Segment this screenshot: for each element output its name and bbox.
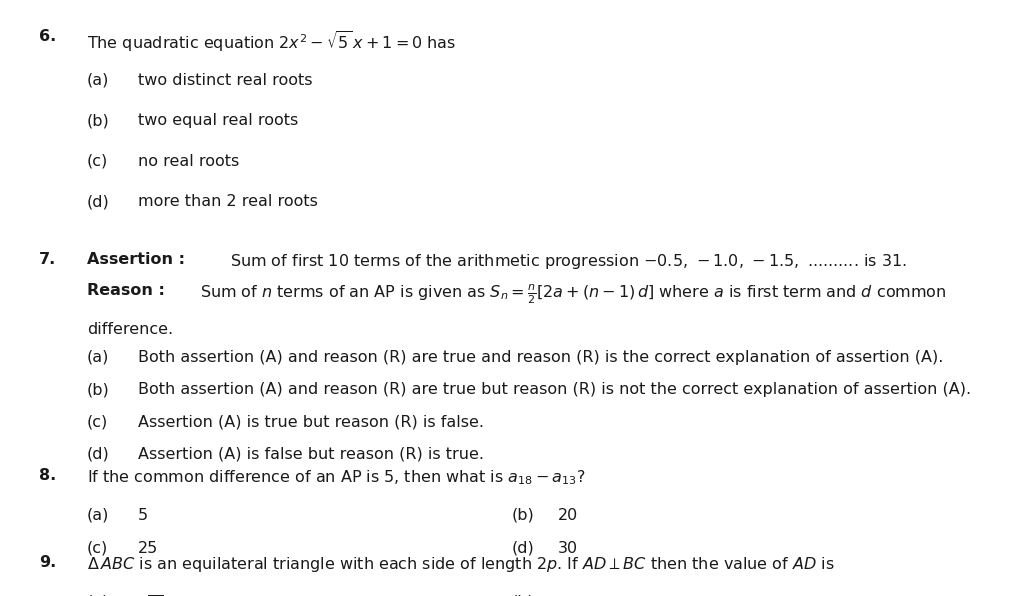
Text: 9.: 9. xyxy=(39,555,56,570)
Text: Sum of $n$ terms of an AP is given as $S_n = \frac{n}{2}[2a + (n-1)\,d]$ where $: Sum of $n$ terms of an AP is given as $S… xyxy=(200,283,946,306)
Text: 25: 25 xyxy=(138,541,159,555)
Text: 5: 5 xyxy=(138,508,148,523)
Text: 30: 30 xyxy=(558,541,579,555)
Text: 8.: 8. xyxy=(39,468,56,483)
Text: (a): (a) xyxy=(87,508,110,523)
Text: no real roots: no real roots xyxy=(138,154,240,169)
Text: (c): (c) xyxy=(87,541,109,555)
Text: (d): (d) xyxy=(512,541,535,555)
Text: two distinct real roots: two distinct real roots xyxy=(138,73,312,88)
Text: Sum of first 10 terms of the arithmetic progression $-0.5,\,-1.0,\,-1.5,$ ......: Sum of first 10 terms of the arithmetic … xyxy=(230,252,907,271)
Text: Both assertion (A) and reason (R) are true and reason (R) is the correct explana: Both assertion (A) and reason (R) are tr… xyxy=(138,350,943,365)
Text: (c): (c) xyxy=(87,154,109,169)
Text: (c): (c) xyxy=(87,414,109,429)
Text: (b): (b) xyxy=(87,382,110,397)
Text: $\Delta\,ABC$ is an equilateral triangle with each side of length $2p$. If $AD \: $\Delta\,ABC$ is an equilateral triangle… xyxy=(87,555,835,575)
Text: Assertion (A) is true but reason (R) is false.: Assertion (A) is true but reason (R) is … xyxy=(138,414,484,429)
Text: two equal real roots: two equal real roots xyxy=(138,113,298,128)
Text: (b): (b) xyxy=(512,595,535,596)
Text: (d): (d) xyxy=(87,194,110,209)
Text: (b): (b) xyxy=(512,508,535,523)
Text: (a): (a) xyxy=(87,350,110,365)
Text: (d): (d) xyxy=(87,446,110,461)
Text: (a): (a) xyxy=(87,73,110,88)
Text: 6.: 6. xyxy=(39,29,56,44)
Text: 7.: 7. xyxy=(39,252,56,266)
Text: $\sqrt{3}$: $\sqrt{3}$ xyxy=(138,595,164,596)
Text: (b): (b) xyxy=(87,113,110,128)
Text: Assertion :: Assertion : xyxy=(87,252,185,266)
Text: more than 2 real roots: more than 2 real roots xyxy=(138,194,318,209)
Text: $\sqrt{3}\,p$: $\sqrt{3}\,p$ xyxy=(558,595,596,596)
Text: Assertion (A) is false but reason (R) is true.: Assertion (A) is false but reason (R) is… xyxy=(138,446,484,461)
Text: Reason :: Reason : xyxy=(87,283,165,297)
Text: difference.: difference. xyxy=(87,322,173,337)
Text: 20: 20 xyxy=(558,508,579,523)
Text: (a): (a) xyxy=(87,595,110,596)
Text: The quadratic equation $2x^2 - \sqrt{5}\,x + 1 = 0$ has: The quadratic equation $2x^2 - \sqrt{5}\… xyxy=(87,29,457,54)
Text: If the common difference of an AP is 5, then what is $a_{18} - a_{13}$?: If the common difference of an AP is 5, … xyxy=(87,468,586,486)
Text: Both assertion (A) and reason (R) are true but reason (R) is not the correct exp: Both assertion (A) and reason (R) are tr… xyxy=(138,382,972,397)
